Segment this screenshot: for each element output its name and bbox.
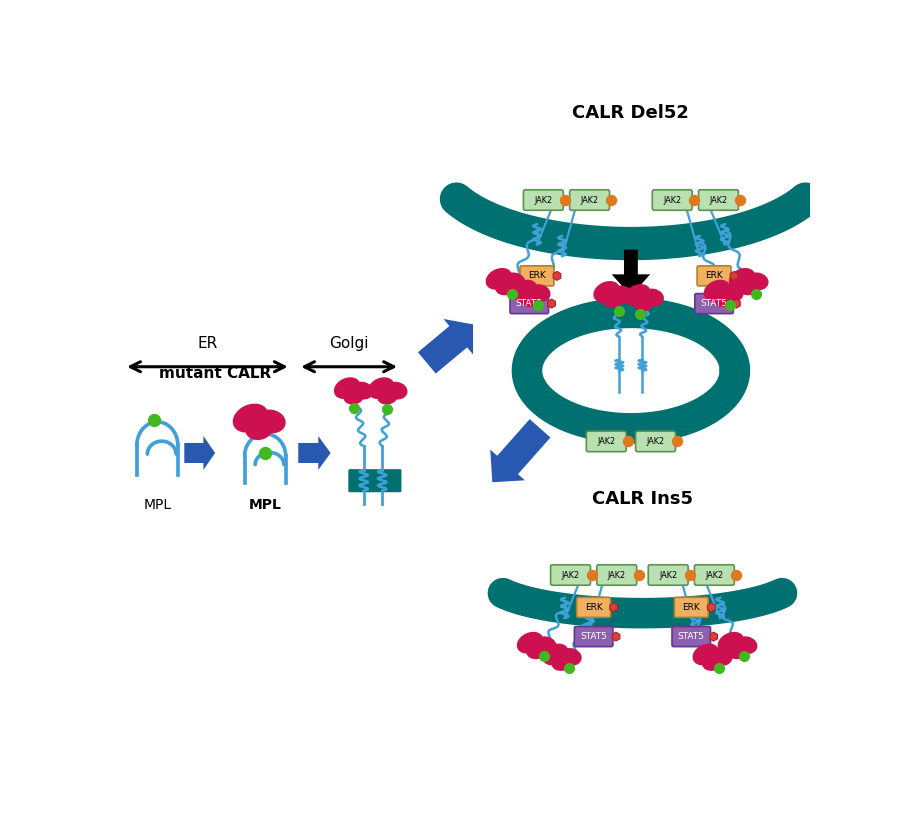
Text: ERK: ERK <box>528 272 546 280</box>
Ellipse shape <box>727 644 748 660</box>
Ellipse shape <box>559 648 582 666</box>
Ellipse shape <box>255 410 286 433</box>
Ellipse shape <box>729 268 755 290</box>
Text: STAT5: STAT5 <box>701 299 728 308</box>
Ellipse shape <box>233 404 268 432</box>
Ellipse shape <box>746 273 769 290</box>
Text: mutant CALR: mutant CALR <box>159 365 272 380</box>
Polygon shape <box>610 603 618 612</box>
Ellipse shape <box>542 644 568 665</box>
Ellipse shape <box>334 377 361 399</box>
FancyBboxPatch shape <box>575 627 612 646</box>
FancyBboxPatch shape <box>348 469 401 492</box>
Polygon shape <box>553 272 561 280</box>
Polygon shape <box>491 419 550 482</box>
Polygon shape <box>548 299 556 308</box>
Polygon shape <box>612 250 650 296</box>
Ellipse shape <box>735 636 758 655</box>
Ellipse shape <box>718 632 744 654</box>
Ellipse shape <box>721 284 743 302</box>
Ellipse shape <box>495 280 515 295</box>
Text: ERK: ERK <box>584 603 603 612</box>
Text: JAK2: JAK2 <box>709 196 728 205</box>
Text: JAK2: JAK2 <box>561 570 580 579</box>
Text: JAK2: JAK2 <box>534 196 552 205</box>
Ellipse shape <box>517 632 543 654</box>
FancyBboxPatch shape <box>576 598 611 617</box>
Text: ERK: ERK <box>705 272 723 280</box>
Ellipse shape <box>511 280 538 302</box>
FancyBboxPatch shape <box>520 266 554 286</box>
Polygon shape <box>731 272 738 280</box>
Text: JAK2: JAK2 <box>608 570 626 579</box>
Text: MPL: MPL <box>143 498 171 512</box>
Text: STAT5: STAT5 <box>516 299 543 308</box>
FancyBboxPatch shape <box>672 627 711 646</box>
FancyBboxPatch shape <box>695 565 734 585</box>
Text: JAK2: JAK2 <box>597 437 615 446</box>
Ellipse shape <box>344 390 364 405</box>
Text: JAK2: JAK2 <box>581 196 599 205</box>
Ellipse shape <box>368 377 394 399</box>
Text: STAT5: STAT5 <box>580 632 607 641</box>
Ellipse shape <box>710 648 732 666</box>
Polygon shape <box>418 319 473 374</box>
Ellipse shape <box>527 644 547 660</box>
FancyBboxPatch shape <box>649 565 688 585</box>
Ellipse shape <box>485 268 512 290</box>
Ellipse shape <box>713 292 733 307</box>
FancyBboxPatch shape <box>652 190 692 211</box>
Polygon shape <box>732 299 741 308</box>
Polygon shape <box>707 603 715 612</box>
Ellipse shape <box>528 284 550 302</box>
Ellipse shape <box>245 420 272 440</box>
Ellipse shape <box>641 288 664 307</box>
Ellipse shape <box>351 382 373 400</box>
Text: JAK2: JAK2 <box>705 570 723 579</box>
Ellipse shape <box>385 382 408 400</box>
FancyBboxPatch shape <box>570 190 610 211</box>
FancyBboxPatch shape <box>697 266 731 286</box>
FancyBboxPatch shape <box>597 565 637 585</box>
Text: ERK: ERK <box>683 603 700 612</box>
Ellipse shape <box>520 292 540 307</box>
Polygon shape <box>612 632 620 641</box>
Ellipse shape <box>702 655 723 671</box>
Text: MPL: MPL <box>249 498 281 512</box>
Text: STAT5: STAT5 <box>677 632 704 641</box>
FancyBboxPatch shape <box>523 190 564 211</box>
Text: JAK2: JAK2 <box>659 570 677 579</box>
FancyBboxPatch shape <box>586 431 626 451</box>
Text: CALR Ins5: CALR Ins5 <box>592 490 693 508</box>
Text: Golgi: Golgi <box>329 336 369 351</box>
Ellipse shape <box>502 273 525 290</box>
Ellipse shape <box>634 296 654 312</box>
Text: JAK2: JAK2 <box>647 437 665 446</box>
FancyBboxPatch shape <box>510 293 548 314</box>
Polygon shape <box>710 632 717 641</box>
FancyBboxPatch shape <box>675 598 708 617</box>
Ellipse shape <box>534 636 557 655</box>
Ellipse shape <box>603 293 623 308</box>
Polygon shape <box>184 436 215 470</box>
Text: CALR Del52: CALR Del52 <box>573 104 689 122</box>
Text: ER: ER <box>198 336 217 351</box>
Ellipse shape <box>704 280 731 302</box>
FancyBboxPatch shape <box>695 293 733 314</box>
FancyBboxPatch shape <box>636 431 676 451</box>
Ellipse shape <box>377 390 398 405</box>
Text: JAK2: JAK2 <box>663 196 681 205</box>
Ellipse shape <box>551 655 572 671</box>
Ellipse shape <box>624 284 650 306</box>
FancyBboxPatch shape <box>550 565 591 585</box>
Polygon shape <box>299 436 331 470</box>
Ellipse shape <box>594 281 620 303</box>
Ellipse shape <box>693 644 719 665</box>
Ellipse shape <box>611 286 633 303</box>
FancyBboxPatch shape <box>698 190 739 211</box>
Ellipse shape <box>739 280 759 295</box>
